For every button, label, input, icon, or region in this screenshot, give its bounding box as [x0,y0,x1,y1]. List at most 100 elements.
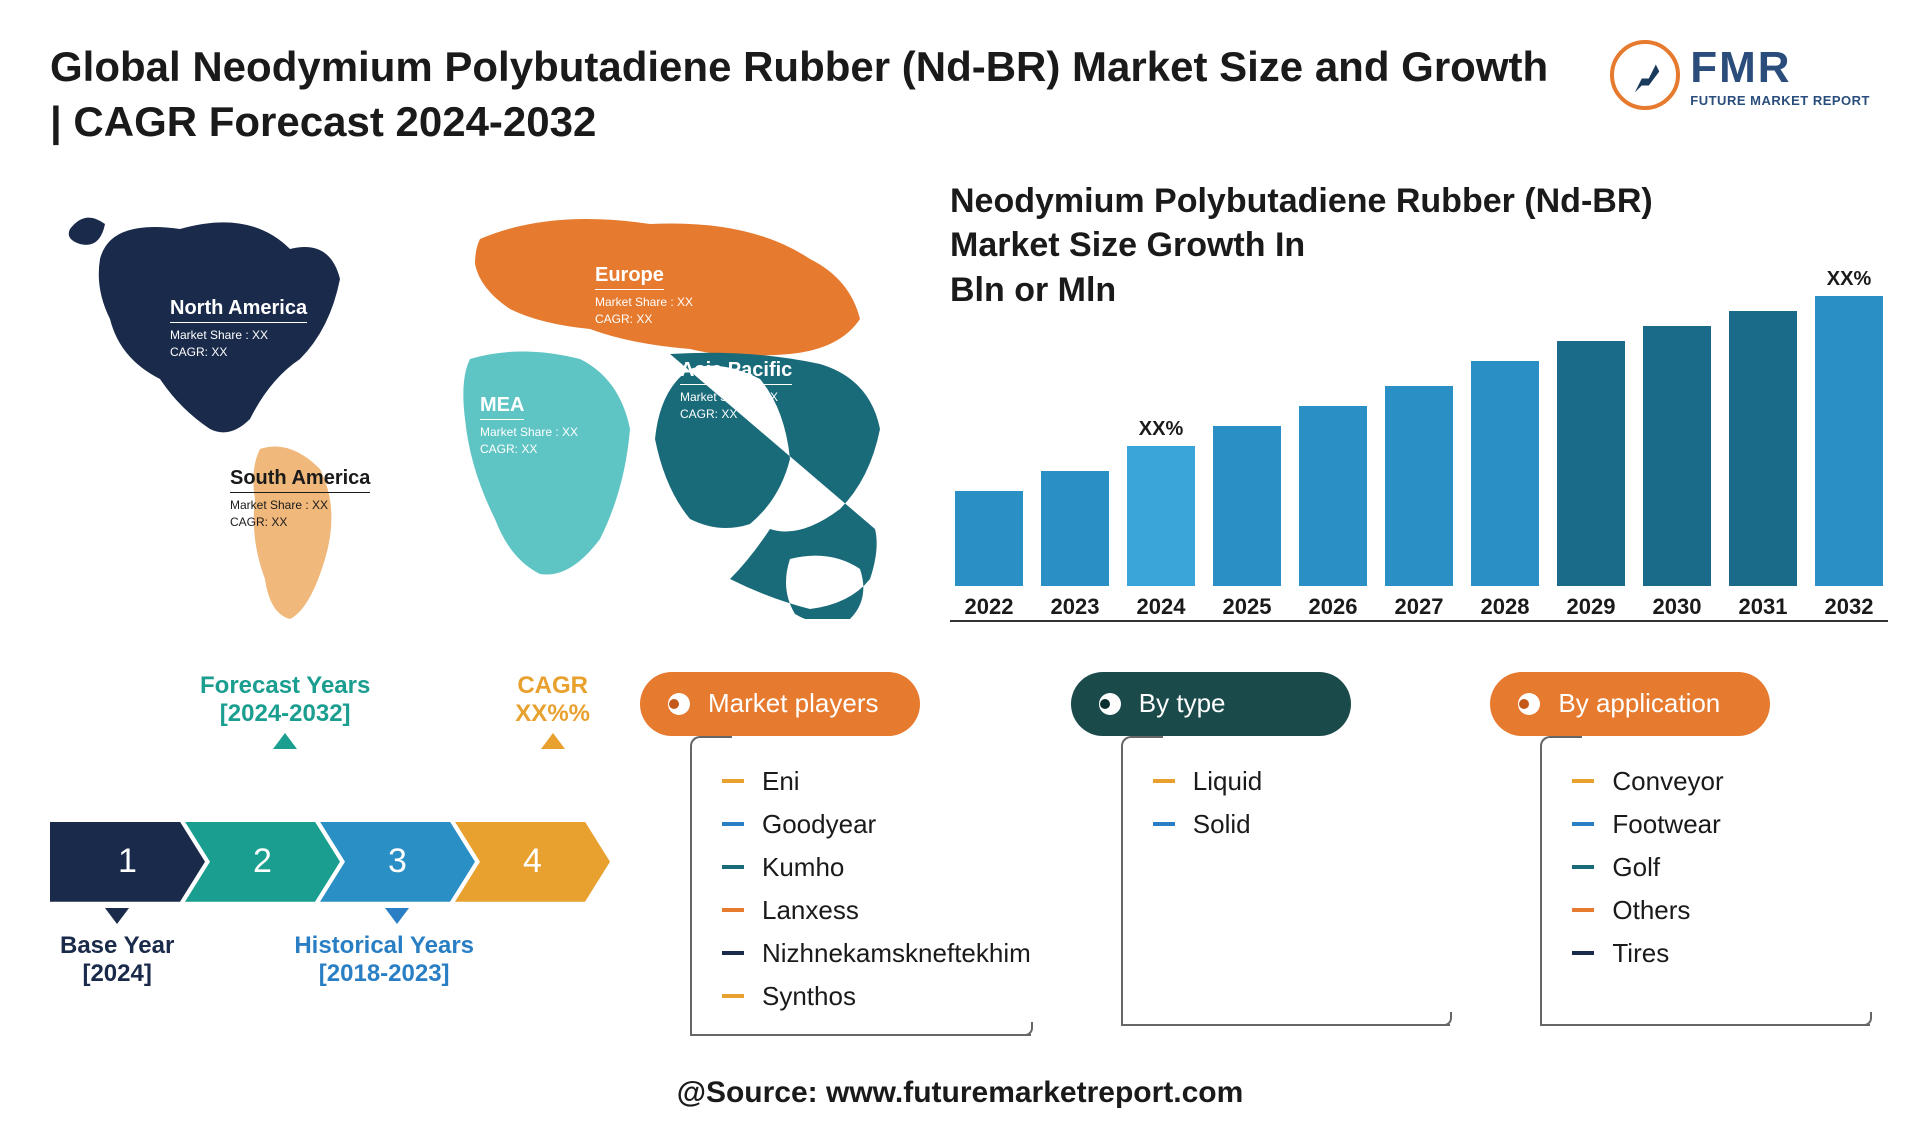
region-share: Market Share : XX [595,294,693,311]
tick-icon [722,779,744,783]
logo-text: FMR FUTURE MARKET REPORT [1690,43,1870,108]
region-label-europe: Europe Market Share : XXCAGR: XX [595,264,693,328]
category-item: Others [1572,895,1870,926]
region-name: Asia Pacific [680,359,792,385]
category-item-label: Footwear [1612,809,1720,840]
pill-label: By type [1139,688,1226,719]
bar-year-label: 2024 [1137,594,1186,620]
tick-icon [722,822,744,826]
base-label-block: Base Year [2024] [60,932,174,988]
region-cagr: CAGR: XX [680,406,792,423]
bar-year-label: 2022 [965,594,1014,620]
category-item-label: Golf [1612,852,1660,883]
category-item: Conveyor [1572,766,1870,797]
arrow-down-icon [105,908,129,924]
category-item-label: Nizhnekamskneftekhim [762,938,1031,969]
chevron-step-2: 2 [185,822,340,902]
category-item: Golf [1572,852,1870,883]
bar-year-label: 2025 [1223,594,1272,620]
chevron-step-3: 3 [320,822,475,902]
region-label-north-america: North America Market Share : XXCAGR: XX [170,297,307,361]
category-item: Lanxess [722,895,1031,926]
category-item-label: Synthos [762,981,856,1012]
chart-title-l2: Market Size Growth In [950,226,1305,264]
bar-2028: 2028 [1471,361,1539,620]
region-cagr: CAGR: XX [170,344,307,361]
category-item: Solid [1153,809,1451,840]
map-region-mea [463,352,630,575]
bar-2025: 2025 [1213,426,1281,620]
category-item-label: Liquid [1193,766,1262,797]
pill-dot-icon [1518,693,1540,715]
category-by-application: By application Conveyor Footwear Golf Others… [1490,672,1870,1036]
tick-icon [1572,908,1594,912]
tick-icon [1153,822,1175,826]
bar-year-label: 2029 [1567,594,1616,620]
bar-annotation-2024: XX% [1139,418,1183,441]
cagr-label-block: CAGR XX%% [515,672,590,749]
category-item: Nizhnekamskneftekhim [722,938,1031,969]
hist-label: Historical Years [294,932,474,960]
category-item: Kumho [722,852,1031,883]
title-line1: Global Neodymium Polybutadiene Rubber (N… [50,43,1548,90]
tick-icon [722,994,744,998]
bar-rect [1557,341,1625,586]
chart-title: Neodymium Polybutadiene Rubber (Nd-BR) M… [950,179,1888,312]
bar-rect [955,491,1023,586]
region-name: MEA [480,394,524,420]
logo-icon [1610,40,1680,110]
pill-dot-icon [668,693,690,715]
bar-2027: 2027 [1385,386,1453,620]
region-share: Market Share : XX [680,389,792,406]
region-share: Market Share : XX [480,424,578,441]
region-label-asia-pacific: Asia Pacific Market Share : XXCAGR: XX [680,359,792,423]
tick-icon [1572,779,1594,783]
forecast-label-block: Forecast Years [2024-2032] [200,672,370,749]
region-label-mea: MEAMarket Share : XXCAGR: XX [480,394,578,458]
page-title: Global Neodymium Polybutadiene Rubber (N… [50,40,1548,149]
bar-rect [1729,311,1797,586]
category-market-players: Market playersEniGoodyearKumhoLanxessNiz… [640,672,1031,1036]
category-item-label: Conveyor [1612,766,1723,797]
region-name: Europe [595,264,664,290]
base-range: [2024] [60,960,174,988]
bar-annotation-2032: XX% [1827,268,1871,291]
tick-icon [722,951,744,955]
bar-year-label: 2030 [1653,594,1702,620]
category-item: Eni [722,766,1031,797]
bar-rect [1385,386,1453,586]
category-item-label: Others [1612,895,1690,926]
pill-dot-icon [1099,693,1121,715]
region-cagr: CAGR: XX [595,311,693,328]
bar-2032: 2032XX% [1815,296,1883,620]
region-share: Market Share : XX [170,327,307,344]
chart-title-l3: Bln or Mln [950,271,1116,309]
bar-2022: 2022 [955,491,1023,620]
base-label: Base Year [60,932,174,960]
category-item: Liquid [1153,766,1451,797]
region-name: North America [170,297,307,323]
bar-2029: 2029 [1557,341,1625,620]
main-row: North AmericaMarket Share : XXCAGR: XXSo… [50,179,1870,622]
arrow-up-icon [273,733,297,749]
category-bracket: ConveyorFootwearGolfOthersTires [1540,746,1870,1026]
category-item-label: Goodyear [762,809,876,840]
logo-subtitle: FUTURE MARKET REPORT [1690,93,1870,108]
bar-2031: 2031 [1729,311,1797,620]
region-share: Market Share : XX [230,497,370,514]
category-bracket: Liquid Solid [1121,746,1451,1026]
bar-rect [1041,471,1109,586]
bar-rect [1299,406,1367,586]
bar-2026: 2026 [1299,406,1367,620]
category-item-label: Eni [762,766,800,797]
bar-year-label: 2032 [1825,594,1874,620]
arrow-down-icon [385,908,409,924]
hist-label-block: Historical Years [2018-2023] [294,932,474,988]
category-item: Goodyear [722,809,1031,840]
chart-title-l1: Neodymium Polybutadiene Rubber (Nd-BR) [950,182,1653,220]
category-pill: By application [1490,672,1770,736]
tick-icon [1572,951,1594,955]
category-item: Synthos [722,981,1031,1012]
logo-fmr: FMR [1690,43,1870,93]
category-by-type: By type Liquid Solid [1071,672,1451,1036]
